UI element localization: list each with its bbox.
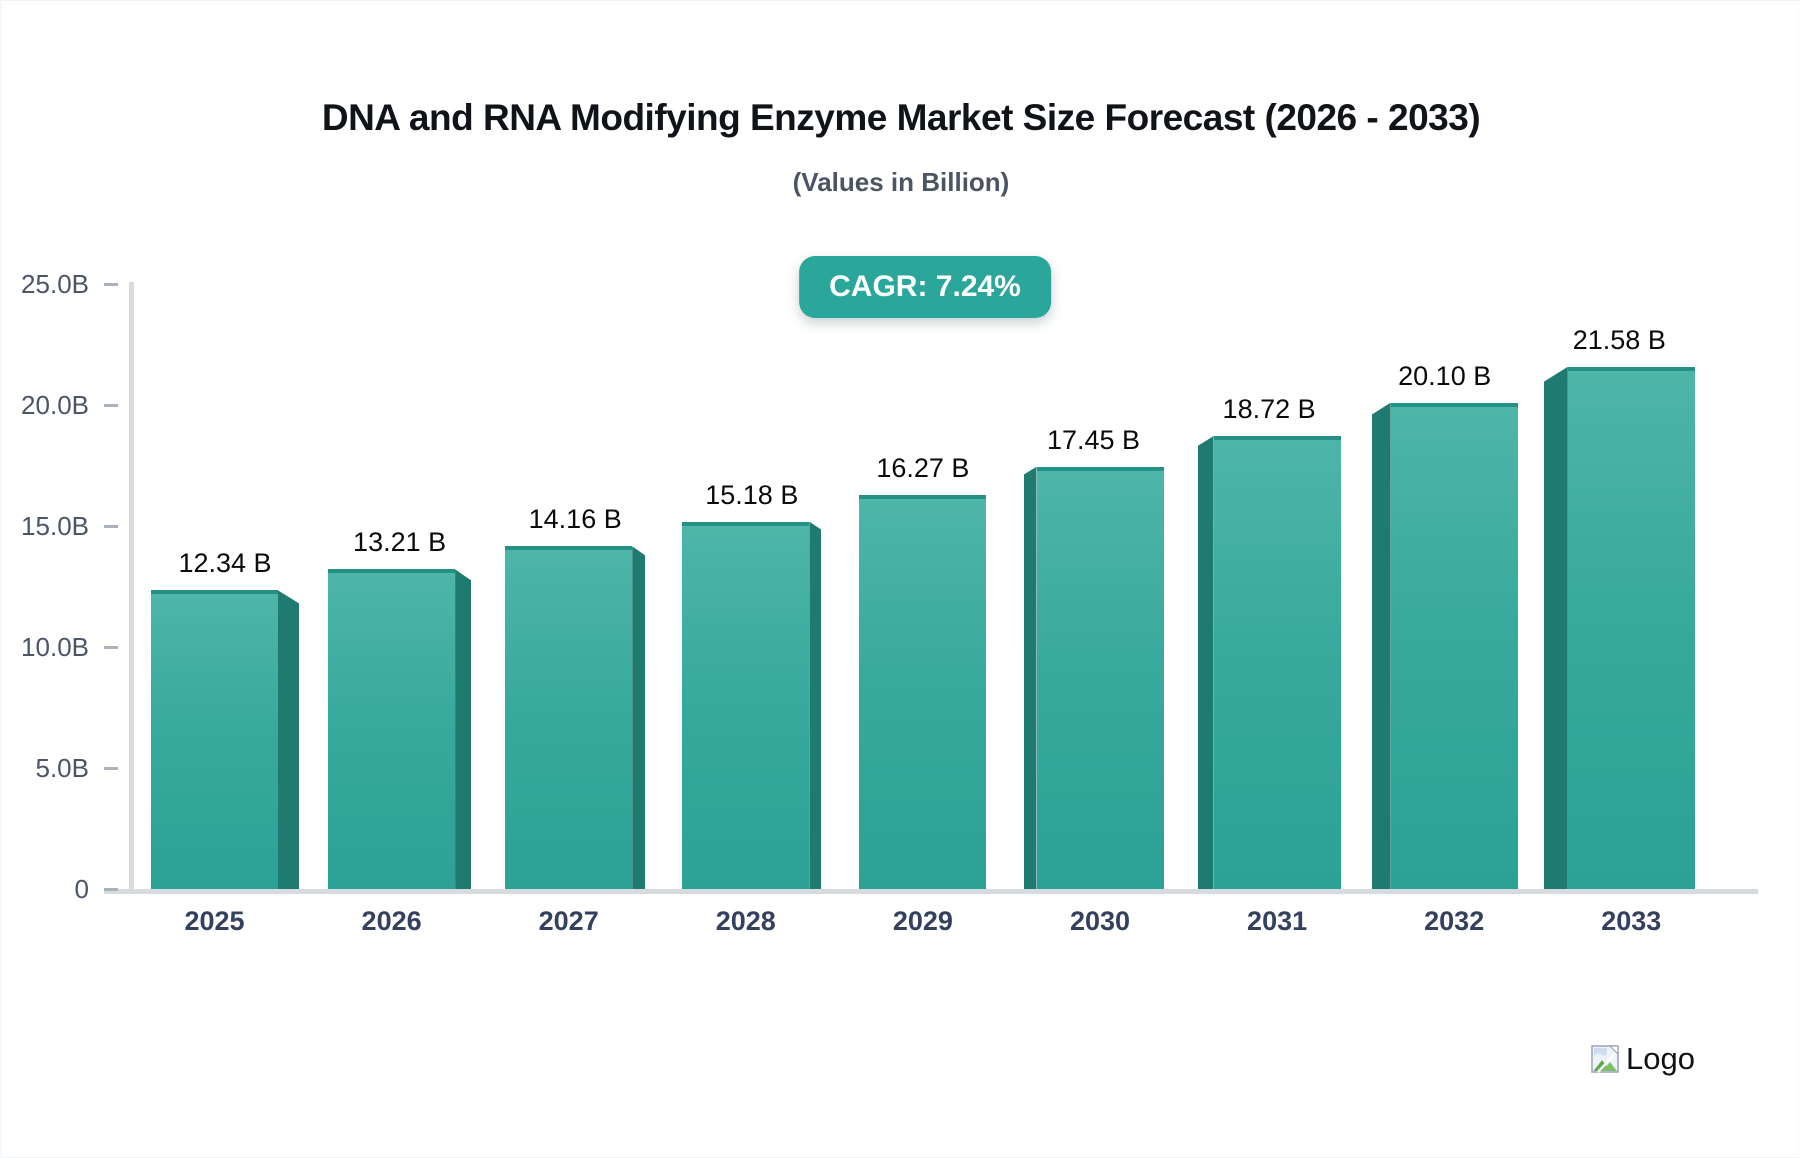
bar: [682, 521, 822, 889]
bar: [859, 495, 987, 889]
bar-value-label: 13.21 B: [353, 527, 447, 558]
bar-value-label: 17.45 B: [1046, 424, 1141, 455]
bar: [1371, 402, 1518, 889]
y-axis-tick-mark: [104, 283, 118, 286]
bar-face: [151, 590, 278, 889]
bar-value-label: 21.58 B: [1572, 324, 1666, 355]
y-axis-tick-mark: [104, 404, 118, 407]
x-axis-tick-label: 2030: [1069, 906, 1131, 936]
y-axis-tick-label: 0: [74, 874, 89, 904]
bar-face: [328, 569, 456, 889]
cagr-badge: CAGR: 7.24%: [799, 256, 1051, 318]
bar-face: [682, 521, 810, 889]
x-axis-tick-label: 2025: [184, 906, 245, 936]
bar-value-label: 18.72 B: [1222, 393, 1316, 424]
chart-title: DNA and RNA Modifying Enzyme Market Size…: [321, 97, 1481, 138]
y-axis-tick-label: 5.0B: [35, 753, 90, 783]
y-axis-tick-label: 15.0B: [21, 511, 89, 541]
x-axis-tick-label: 2031: [1247, 906, 1308, 936]
bar-side-3d: [1371, 402, 1391, 889]
broken-image-icon: [1591, 1045, 1619, 1073]
bar-side-3d: [632, 546, 646, 889]
y-axis-tick-mark: [104, 767, 118, 770]
y-axis-line: [129, 282, 134, 894]
logo: Logo: [1590, 1041, 1695, 1077]
y-axis-tick-label: 10.0B: [21, 632, 89, 662]
bar: [505, 546, 646, 889]
bar-side-3d: [809, 521, 822, 889]
bar-face: [1213, 435, 1341, 889]
bar: [1023, 466, 1164, 889]
bar-value-label: 12.34 B: [178, 548, 272, 579]
x-axis-tick-label: 2029: [892, 906, 953, 936]
bar: [1543, 366, 1695, 889]
x-axis-tick-label: 2033: [1601, 906, 1662, 936]
bar-face: [1567, 366, 1695, 889]
x-axis-tick-label: 2028: [715, 906, 776, 936]
bar-side-3d: [278, 590, 299, 889]
x-axis-line: [104, 889, 1758, 894]
y-axis-tick-mark: [104, 525, 118, 528]
bar-side-3d: [1197, 435, 1214, 889]
chart-subtitle: (Values in Billion): [792, 167, 1010, 197]
y-axis-tick-label: 25.0B: [21, 269, 89, 299]
x-axis-tick-label: 2032: [1424, 906, 1485, 936]
bar-face: [1036, 466, 1164, 889]
bar-side-3d: [1543, 366, 1568, 889]
bar-value-label: 14.16 B: [528, 504, 622, 535]
bar-side-3d: [455, 569, 472, 889]
y-axis-tick-label: 20.0B: [21, 390, 89, 420]
y-axis-tick-mark: [104, 646, 118, 649]
bar: [328, 569, 472, 889]
bar-face: [859, 495, 987, 889]
bar-side-3d: [1023, 466, 1037, 889]
bar: [1197, 435, 1341, 889]
bar-value-label: 20.10 B: [1398, 360, 1492, 391]
logo-text: Logo: [1626, 1041, 1695, 1076]
x-axis-tick-label: 2027: [538, 906, 599, 936]
x-axis-tick-label: 2026: [361, 906, 422, 936]
y-axis-tick-mark: [104, 888, 118, 891]
bar-value-label: 15.18 B: [705, 479, 799, 510]
bar: [151, 590, 299, 889]
bar-face: [505, 546, 633, 889]
bar-face: [1390, 402, 1518, 889]
bar-value-label: 16.27 B: [876, 453, 970, 484]
